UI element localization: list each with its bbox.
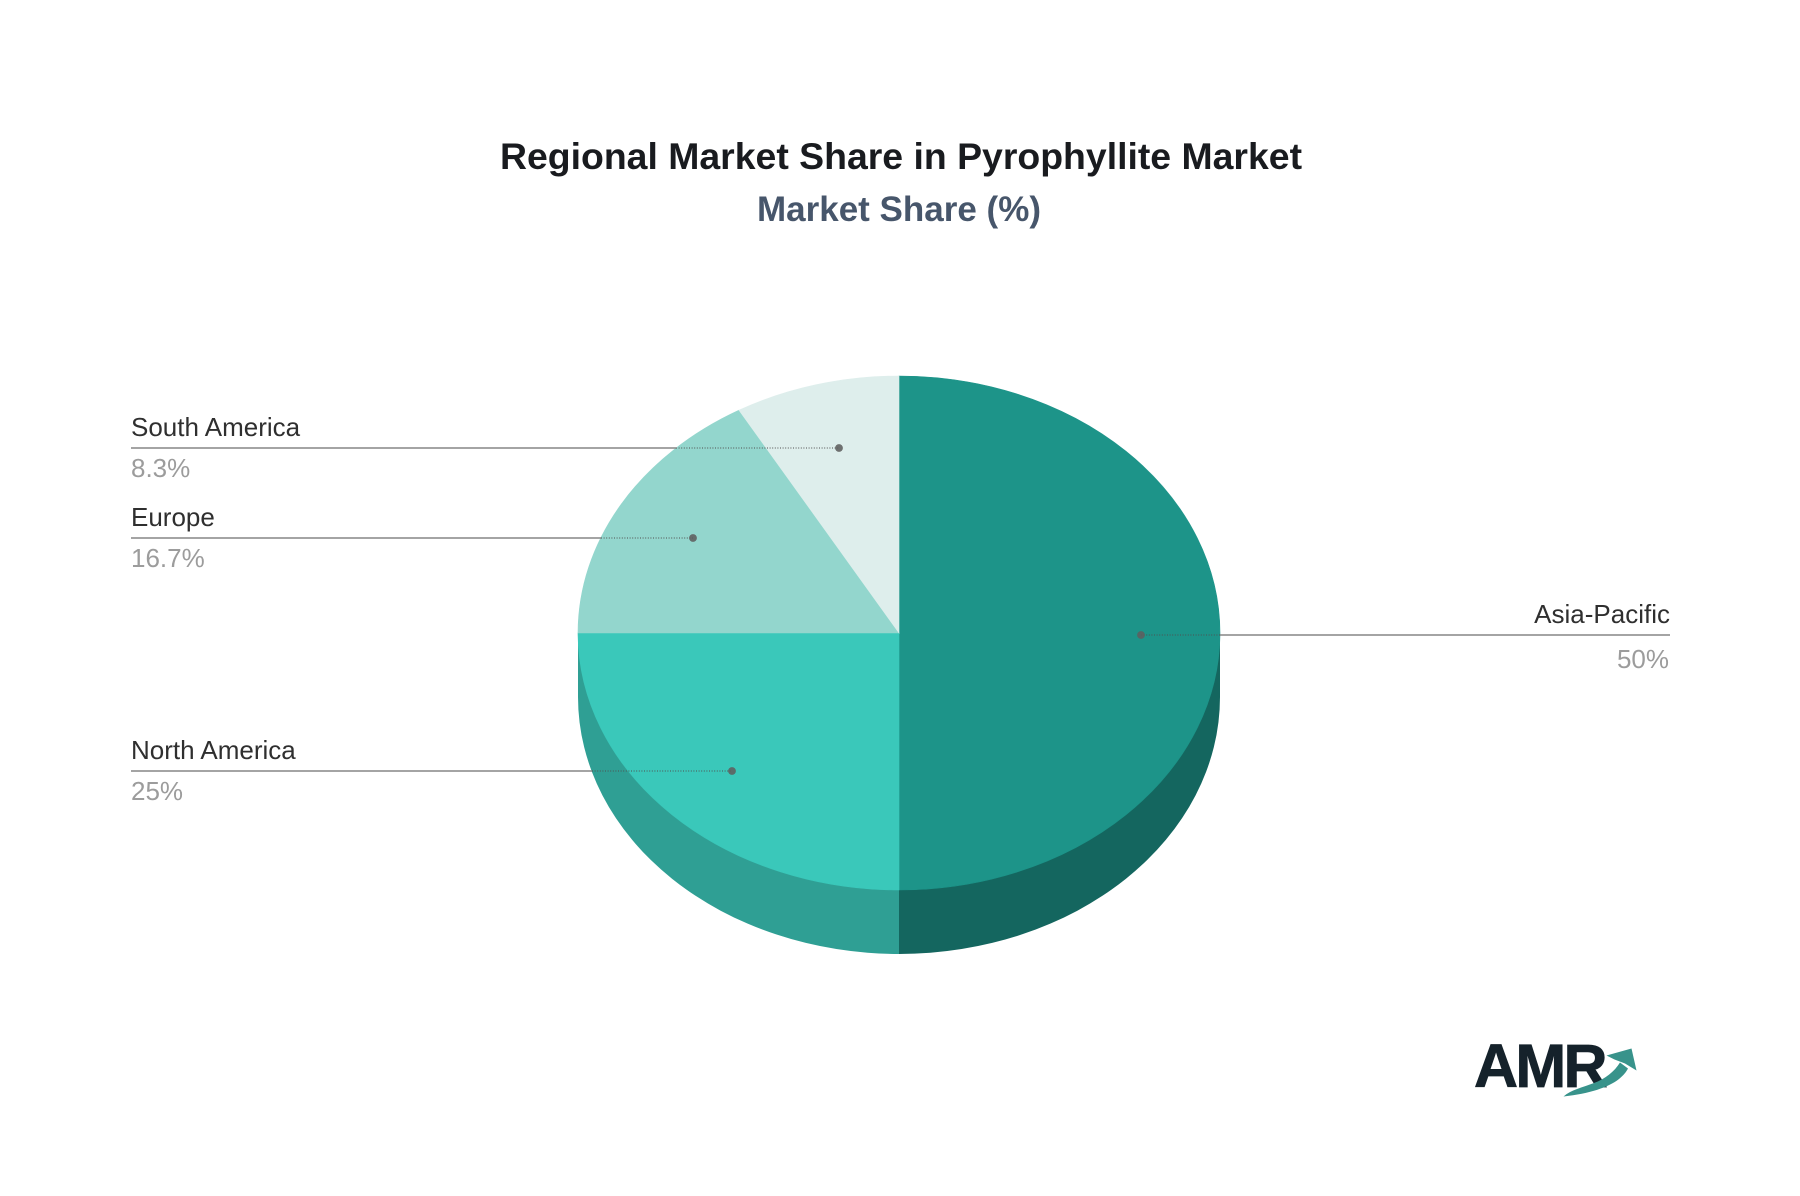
svg-text:South America: South America	[131, 412, 301, 442]
svg-text:Regional Market Share in Pyrop: Regional Market Share in Pyrophyllite Ma…	[500, 135, 1302, 177]
svg-text:Europe: Europe	[131, 502, 215, 532]
svg-text:8.3%: 8.3%	[131, 453, 190, 483]
svg-text:50%: 50%	[1617, 644, 1669, 674]
svg-text:North America: North America	[131, 735, 296, 765]
svg-text:Asia-Pacific: Asia-Pacific	[1534, 599, 1670, 629]
svg-text:AMR: AMR	[1474, 1032, 1606, 1100]
svg-text:25%: 25%	[131, 776, 183, 806]
svg-text:16.7%: 16.7%	[131, 543, 205, 573]
svg-text:Market Share (%): Market Share (%)	[757, 190, 1041, 229]
